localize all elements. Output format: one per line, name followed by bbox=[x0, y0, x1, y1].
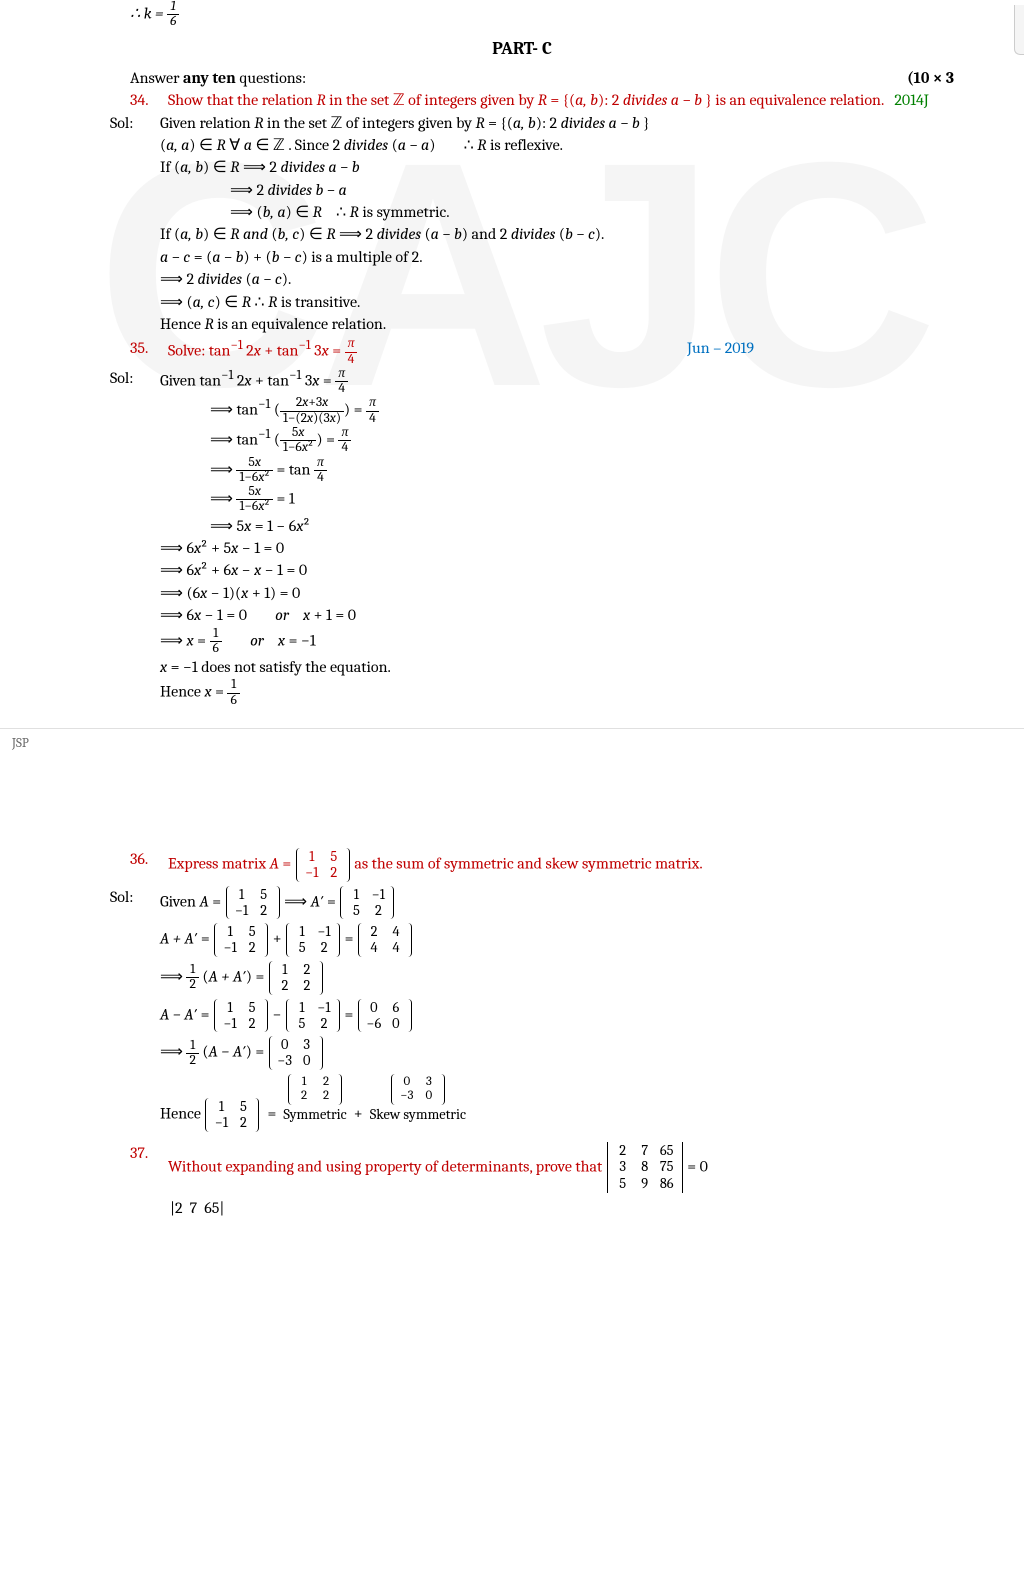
q35-text: Solve: tan−1 2x + tan−1 3x = π4 bbox=[168, 337, 357, 367]
q35-line: x = −1 does not satisfy the equation. bbox=[160, 656, 954, 678]
sol-label: Sol: bbox=[110, 886, 160, 908]
q36-line: ⟹ 12 (A − A′) = 03−30 bbox=[160, 1036, 954, 1070]
q35-line: ⟹ 5x = 1 − 6x² bbox=[210, 515, 954, 537]
q36-line: Hence 15−12 = 1222 Symmetric + 03−30 Ske… bbox=[160, 1074, 954, 1132]
q34-text: Show that the relation R in the set ℤ of… bbox=[168, 91, 884, 109]
q34-line: Hence R is an equivalence relation. bbox=[160, 313, 954, 335]
instruction-row: Answer any ten questions: (10 × 3 bbox=[130, 67, 954, 89]
q35-line: ⟹ 5x1−6x² = tan π4 bbox=[210, 456, 954, 486]
top-equation: ∴ k = 16 bbox=[130, 0, 954, 30]
q35-jun: Jun – 2019 bbox=[687, 337, 754, 367]
q36-text: Express matrix A = 15−12 as the sum of s… bbox=[168, 848, 954, 882]
q34-line: (a, a) ∈ R ∀ a ∈ ℤ . Since 2 divides (a … bbox=[160, 134, 954, 156]
q36-sol: Sol: Given A = 15−12 ⟹ A′ = 1−152 A + A′… bbox=[110, 886, 954, 1132]
q37: 37. Without expanding and using property… bbox=[130, 1142, 954, 1194]
page-break: JSP 6 bbox=[0, 728, 1024, 828]
q35-line: ⟹ x = 16 or x = −1 bbox=[160, 627, 954, 657]
q34-year: 2014J bbox=[887, 91, 928, 109]
q34-num: 34. bbox=[130, 89, 168, 111]
q35-line: Hence x = 16 bbox=[160, 678, 954, 708]
sol-label: Sol: bbox=[110, 367, 160, 389]
q35-sol: Sol: Given tan−1 2x + tan−1 3x = π4 ⟹ ta… bbox=[110, 367, 954, 708]
sol-label: Sol: bbox=[110, 112, 160, 134]
q37-num: 37. bbox=[130, 1142, 168, 1164]
hamburger-menu-icon[interactable] bbox=[1014, 5, 1024, 55]
q37-text: Without expanding and using property of … bbox=[168, 1142, 954, 1194]
skew-label: Skew symmetric bbox=[370, 1106, 466, 1123]
q35-line: Given tan−1 2x + tan−1 3x = π4 bbox=[160, 367, 954, 397]
q36: 36. Express matrix A = 15−12 as the sum … bbox=[130, 848, 954, 882]
q36-line: A + A′ = 15−12 + 1−152 = 2444 bbox=[160, 923, 954, 957]
q36-num: 36. bbox=[130, 848, 168, 870]
q36-line: ⟹ 12 (A + A′) = 1222 bbox=[160, 961, 954, 995]
marks: (10 × 3 bbox=[907, 67, 954, 89]
q34: 34. Show that the relation R in the set … bbox=[130, 89, 954, 111]
footer-left: JSP bbox=[12, 735, 29, 753]
q34-line: If (a, b) ∈ R and (b, c) ∈ R ⟹ 2 divides… bbox=[160, 223, 954, 245]
q35-line: ⟹ 6x² + 6x − x − 1 = 0 bbox=[160, 559, 954, 581]
q35-line: ⟹ 6x − 1 = 0 or x + 1 = 0 bbox=[160, 604, 954, 626]
q35-line: ⟹ 5x1−6x² = 1 bbox=[210, 485, 954, 515]
q34-line: ⟹ 2 divides b − a bbox=[230, 179, 954, 201]
q34-line: ⟹ (b, a) ∈ R ∴ R is symmetric. bbox=[230, 201, 954, 223]
q35-line: ⟹ tan−1 (2x+3x1−(2x)(3x)) = π4 bbox=[210, 396, 954, 426]
q35-line: ⟹ 6x² + 5x − 1 = 0 bbox=[160, 537, 954, 559]
q35: 35. Solve: tan−1 2x + tan−1 3x = π4 Jun … bbox=[130, 337, 954, 367]
q34-line: If (a, b) ∈ R ⟹ 2 divides a − b bbox=[160, 156, 954, 178]
sym-label: Symmetric bbox=[283, 1106, 346, 1123]
q35-line: ⟹ tan−1 (5x1−6x²) = π4 bbox=[210, 426, 954, 456]
q34-line: a − c = (a − b) + (b − c) is a multiple … bbox=[160, 246, 954, 268]
q34-line: Given relation R in the set ℤ of integer… bbox=[160, 112, 954, 134]
q36-line: A − A′ = 15−12 − 1−152 = 06−60 bbox=[160, 999, 954, 1033]
q36-line: Given A = 15−12 ⟹ A′ = 1−152 bbox=[160, 886, 954, 920]
q35-num: 35. bbox=[130, 337, 168, 359]
q34-line: ⟹ 2 divides (a − c). bbox=[160, 268, 954, 290]
q35-line: ⟹ (6x − 1)(x + 1) = 0 bbox=[160, 582, 954, 604]
q34-sol: Sol: Given relation R in the set ℤ of in… bbox=[110, 112, 954, 336]
part-header: PART- C bbox=[90, 36, 954, 61]
q37-trailing: |2 7 65| bbox=[170, 1197, 954, 1219]
q34-line: ⟹ (a, c) ∈ R ∴ R is transitive. bbox=[160, 291, 954, 313]
